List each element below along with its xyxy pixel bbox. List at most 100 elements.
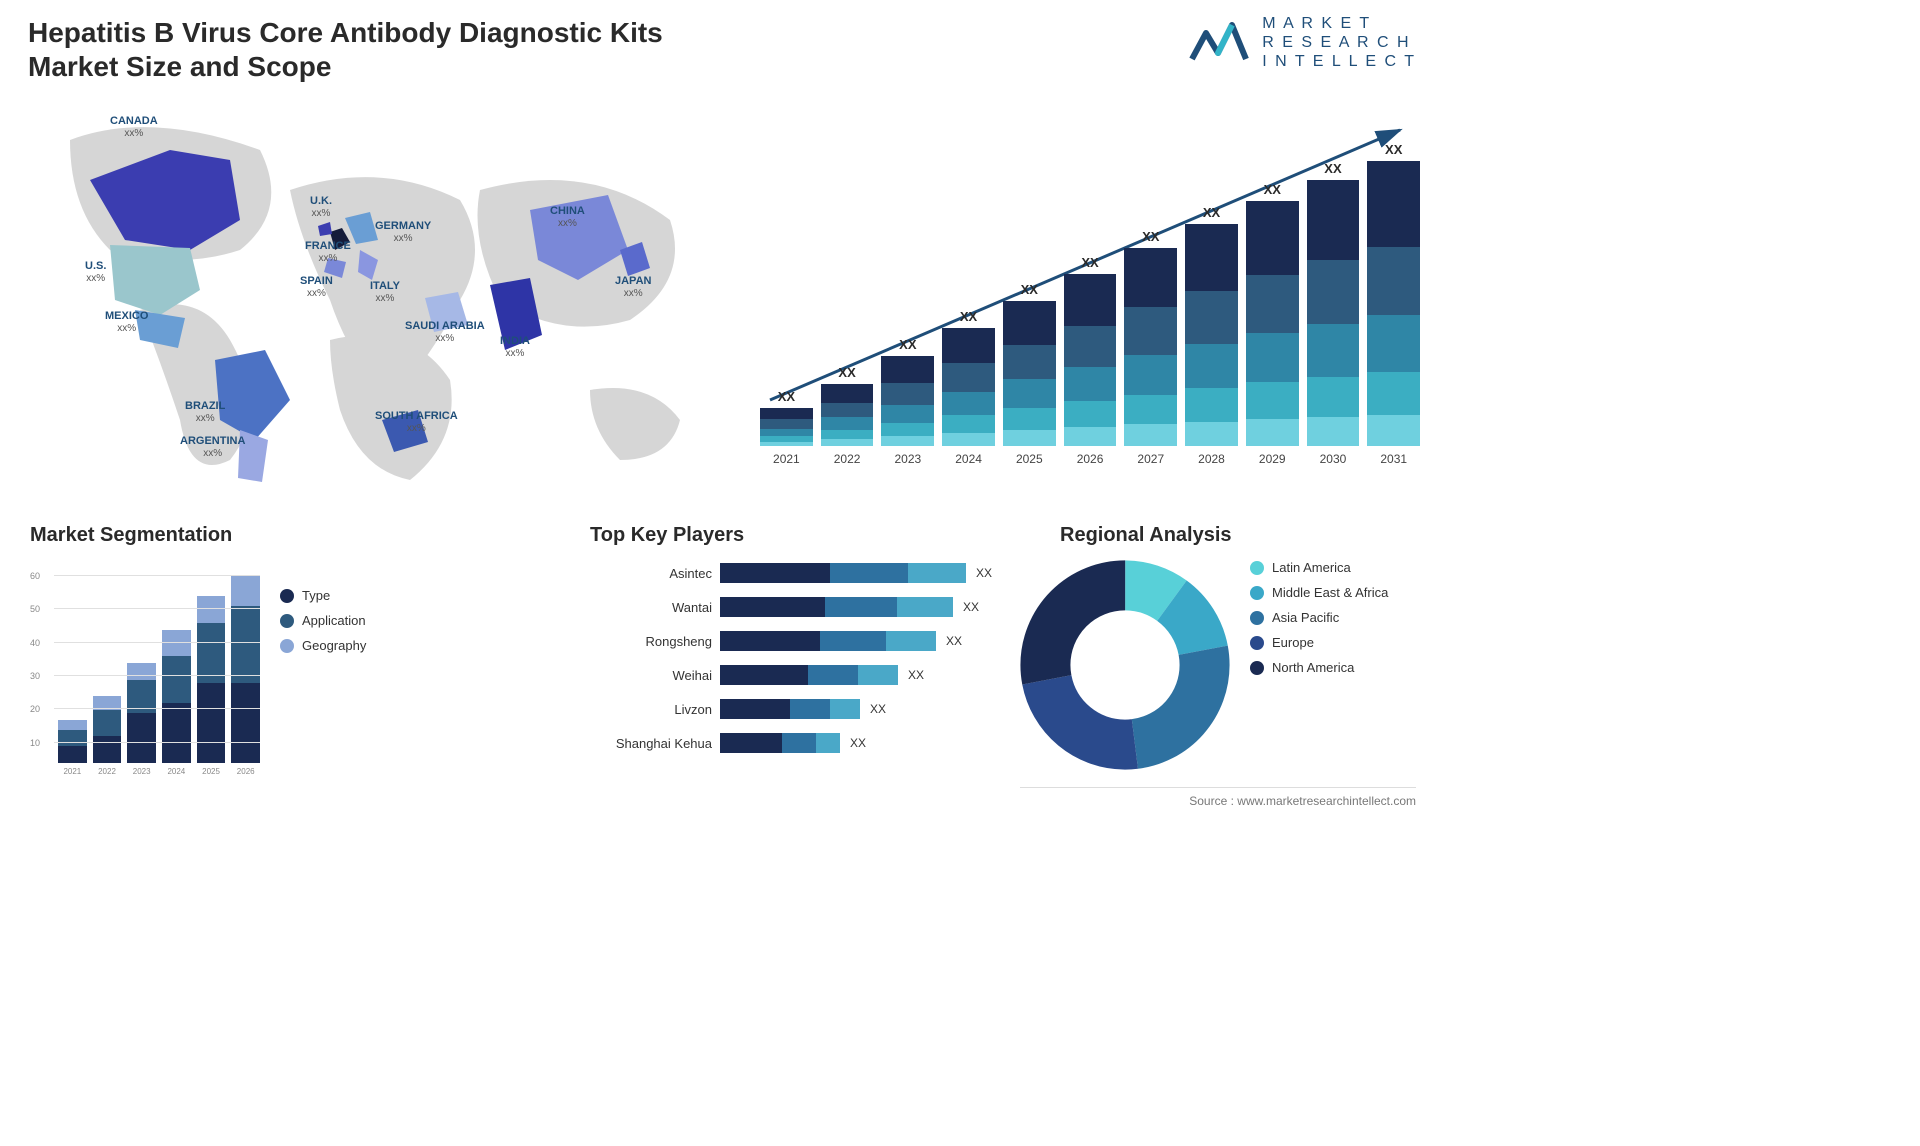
source-divider [1020, 787, 1416, 788]
seg-segment [58, 730, 87, 747]
growth-top-label: XX [1385, 142, 1402, 157]
seg-ytick: 10 [30, 738, 40, 748]
legend-label: Geography [302, 638, 366, 653]
legend-dot [1250, 611, 1264, 625]
map-label: CHINAxx% [550, 205, 585, 229]
growth-segment [1185, 422, 1238, 446]
brand-logo: M A R K E T R E S E A R C H I N T E L L … [1188, 14, 1416, 72]
segmentation-chart: 102030405060 202120222023202420252026 [30, 560, 260, 800]
growth-year-label: 2026 [1077, 452, 1104, 466]
legend-label: Europe [1272, 635, 1314, 650]
growth-segment [942, 328, 995, 363]
growth-column: XX2029 [1246, 182, 1299, 466]
growth-bar-chart: XX2021XX2022XX2023XX2024XX2025XX2026XX20… [760, 120, 1420, 490]
player-segment [858, 665, 898, 685]
legend-item: Middle East & Africa [1250, 585, 1388, 600]
growth-segment [1246, 333, 1299, 382]
growth-segment [760, 408, 813, 419]
growth-segment [942, 363, 995, 391]
growth-top-label: XX [899, 337, 916, 352]
growth-segment [1003, 430, 1056, 446]
legend-item: North America [1250, 660, 1388, 675]
growth-column: XX2031 [1367, 142, 1420, 466]
growth-segment [1307, 377, 1360, 417]
growth-top-label: XX [1021, 282, 1038, 297]
growth-segment [1064, 367, 1117, 401]
player-row: Asintec XX [590, 560, 1010, 586]
legend-item: Asia Pacific [1250, 610, 1388, 625]
seg-segment [127, 663, 156, 680]
world-map: CANADAxx%U.S.xx%MEXICOxx%BRAZILxx%ARGENT… [30, 100, 710, 500]
growth-year-label: 2029 [1259, 452, 1286, 466]
player-row: LivzonXX [590, 696, 1010, 722]
legend-label: Asia Pacific [1272, 610, 1339, 625]
seg-ytick: 20 [30, 704, 40, 714]
player-value: XX [946, 634, 962, 648]
growth-segment [1367, 247, 1420, 315]
growth-segment [1124, 248, 1177, 307]
seg-year-label: 2022 [98, 767, 116, 776]
player-row: WeihaiXX [590, 662, 1010, 688]
growth-segment [821, 417, 874, 429]
seg-year-label: 2023 [133, 767, 151, 776]
player-value: XX [963, 600, 979, 614]
seg-segment [93, 736, 122, 763]
player-segment [897, 597, 953, 617]
growth-top-label: XX [1324, 161, 1341, 176]
player-segment [720, 563, 830, 583]
growth-top-label: XX [960, 309, 977, 324]
growth-segment [1367, 315, 1420, 372]
growth-segment [1367, 415, 1420, 446]
growth-segment [760, 442, 813, 446]
map-label: BRAZILxx% [185, 400, 225, 424]
legend-item: Type [280, 588, 366, 603]
growth-segment [1064, 427, 1117, 446]
map-label: U.K.xx% [310, 195, 332, 219]
growth-segment [1367, 372, 1420, 415]
brand-line2: R E S E A R C H [1262, 33, 1416, 52]
player-segment [720, 699, 790, 719]
regional-legend: Latin America Middle East & Africa Asia Pa… [1250, 560, 1388, 685]
growth-segment [942, 392, 995, 416]
seg-segment [197, 623, 226, 683]
player-segment [782, 733, 816, 753]
player-name: Wantai [590, 600, 720, 615]
seg-segment [231, 683, 260, 763]
growth-segment [1003, 379, 1056, 408]
key-players-chart: AsintecXXWantaiXXRongshengXXWeihaiXXLivz… [590, 560, 1010, 764]
regional-donut [1020, 560, 1230, 770]
growth-segment [1307, 417, 1360, 446]
growth-segment [1003, 408, 1056, 430]
growth-segment [821, 384, 874, 403]
legend-item: Application [280, 613, 366, 628]
growth-segment [1367, 161, 1420, 247]
seg-segment [93, 710, 122, 737]
growth-year-label: 2023 [894, 452, 921, 466]
legend-item: Geography [280, 638, 366, 653]
growth-segment [1307, 260, 1360, 324]
growth-segment [881, 383, 934, 405]
growth-segment [1064, 274, 1117, 326]
growth-year-label: 2027 [1137, 452, 1164, 466]
legend-label: North America [1272, 660, 1354, 675]
seg-ytick: 40 [30, 638, 40, 648]
growth-segment [1124, 424, 1177, 446]
legend-label: Latin America [1272, 560, 1351, 575]
page-title: Hepatitis B Virus Core Antibody Diagnost… [28, 16, 748, 83]
segmentation-legend: Type Application Geography [280, 588, 366, 663]
growth-segment [1185, 344, 1238, 388]
growth-top-label: XX [838, 365, 855, 380]
player-segment [830, 699, 860, 719]
map-label: ARGENTINAxx% [180, 435, 245, 459]
seg-gridline [54, 642, 260, 643]
player-segment [790, 699, 830, 719]
brand-line1: M A R K E T [1262, 14, 1416, 33]
legend-dot [1250, 586, 1264, 600]
player-segment [830, 563, 908, 583]
map-label: SAUDI ARABIAxx% [405, 320, 485, 344]
growth-segment [1307, 180, 1360, 260]
seg-year-label: 2024 [167, 767, 185, 776]
legend-dot [1250, 636, 1264, 650]
player-value: XX [976, 566, 992, 580]
player-name: Asintec [590, 566, 720, 581]
